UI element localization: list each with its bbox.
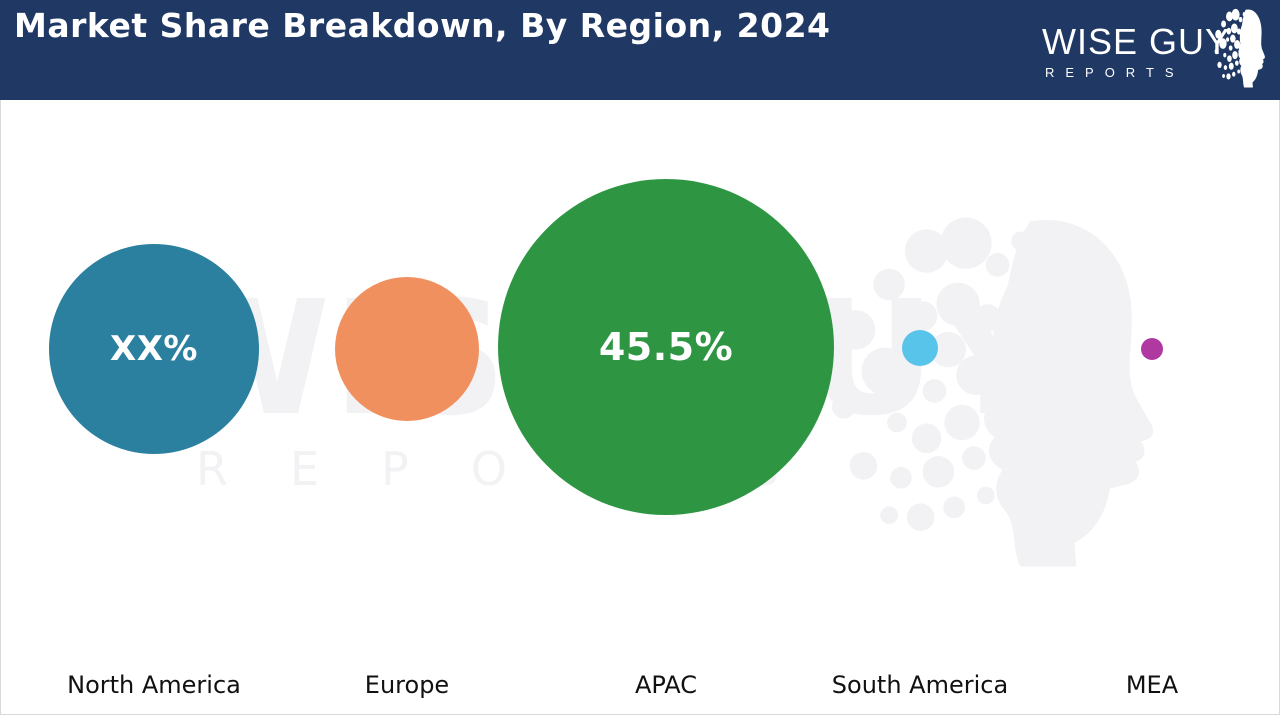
logo-text: WISE GUY REPORTS <box>1041 21 1230 81</box>
logo-subtitle: REPORTS <box>1044 65 1185 80</box>
watermark-subtitle: REPORTS <box>196 442 841 496</box>
wise-guy-head-icon <box>1214 8 1265 88</box>
watermark-head-icon <box>831 217 1154 567</box>
page-title: Market Share Breakdown, By Region, 2024 <box>14 6 831 45</box>
wise-guy-logo: WISE GUY REPORTS <box>1042 8 1268 88</box>
header-bar: Market Share Breakdown, By Region, 2024 … <box>0 0 1280 100</box>
logo-wordmark: WISE GUY <box>1041 21 1230 62</box>
